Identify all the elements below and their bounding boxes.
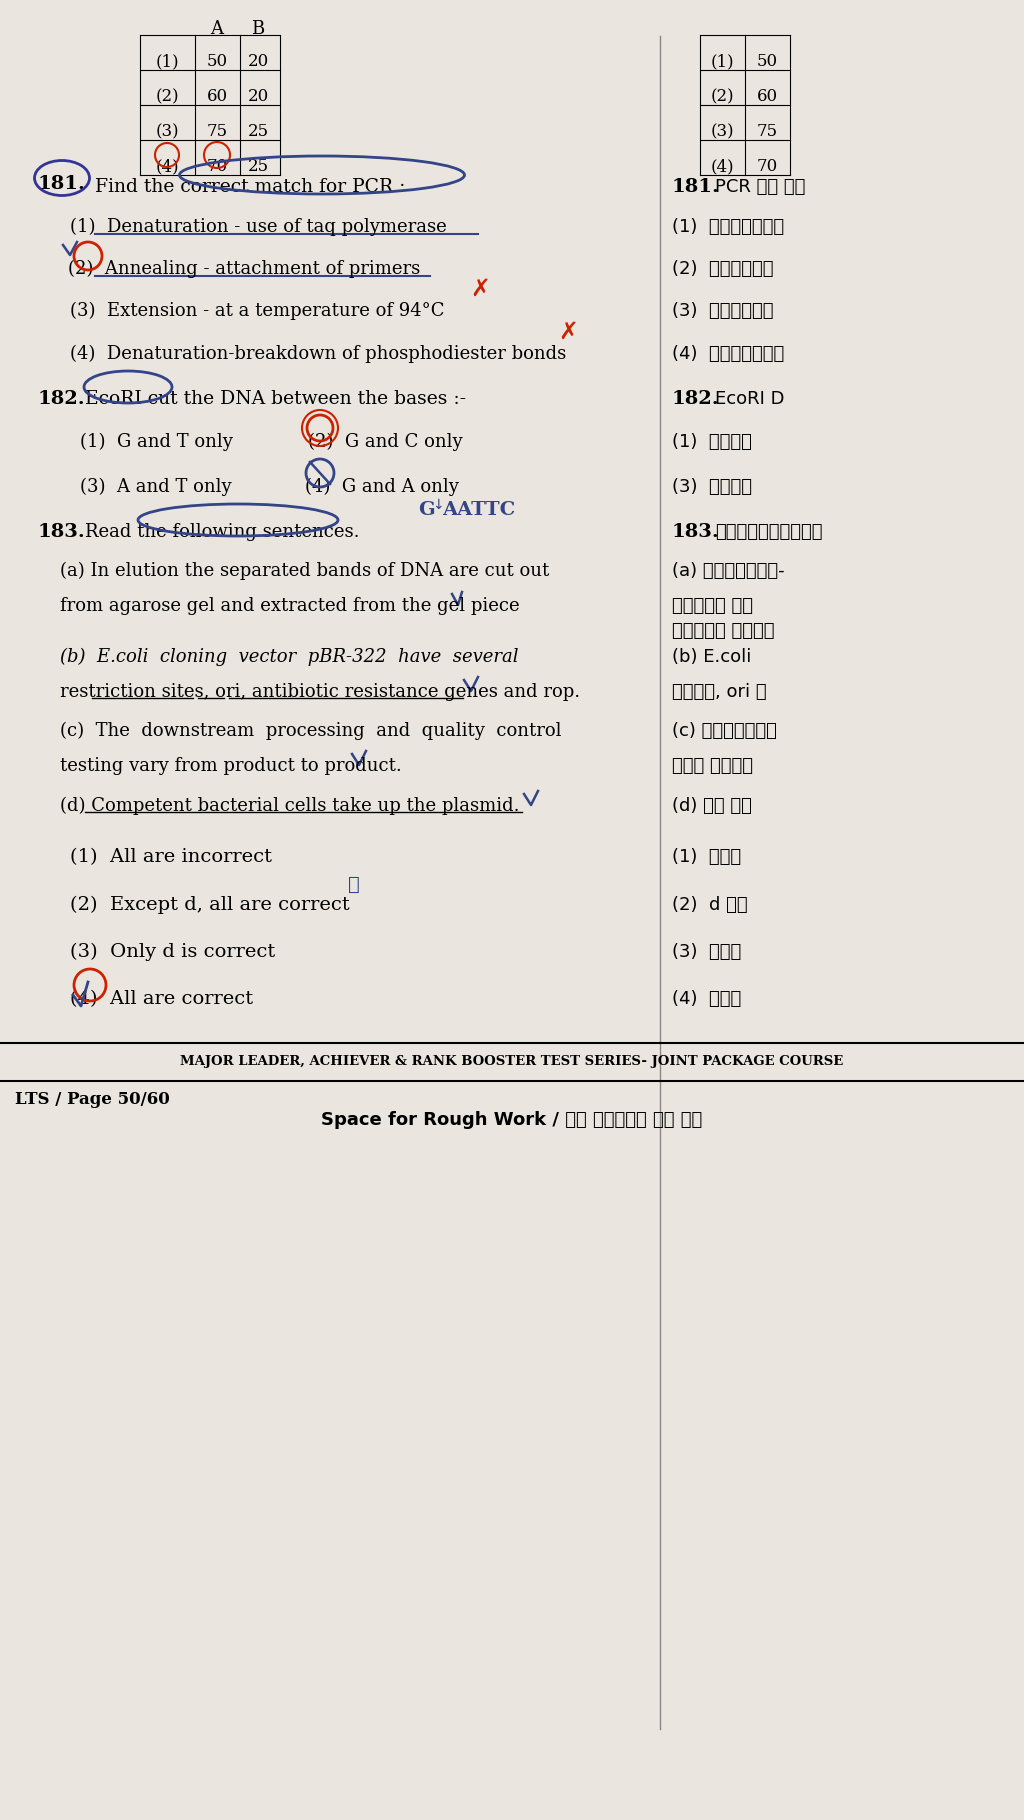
Text: 182.: 182.	[672, 389, 720, 408]
Text: (b)  E.coli  cloning  vector  pBR-322  have  several: (b) E.coli cloning vector pBR-322 have s…	[60, 648, 518, 666]
Text: (4)  Denaturation-breakdown of phosphodiester bonds: (4) Denaturation-breakdown of phosphodie…	[70, 346, 566, 364]
Text: (4)  निष्क्र: (4) निष्क्र	[672, 346, 784, 362]
Text: (1)  सभी: (1) सभी	[672, 848, 741, 866]
Text: (1)  All are incorrect: (1) All are incorrect	[70, 848, 272, 866]
Text: (1)  केवल: (1) केवल	[672, 433, 752, 451]
Text: (3)  प्रसार: (3) प्रसार	[672, 302, 773, 320]
Text: स्थल, ori स: स्थल, ori स	[672, 682, 767, 701]
Text: PCR के सं: PCR के सं	[715, 178, 805, 197]
Text: AATTC: AATTC	[442, 501, 515, 519]
Text: (1)  Denaturation - use of taq polymerase: (1) Denaturation - use of taq polymerase	[70, 218, 446, 237]
Text: (3)  Extension - at a temperature of 94°C: (3) Extension - at a temperature of 94°C	[70, 302, 444, 320]
Text: (3)  केवल: (3) केवल	[672, 479, 752, 497]
Text: 75: 75	[757, 124, 777, 140]
Text: 50: 50	[207, 53, 227, 69]
Text: MAJOR LEADER, ACHIEVER & RANK BOOSTER TEST SERIES- JOINT PACKAGE COURSE: MAJOR LEADER, ACHIEVER & RANK BOOSTER TE…	[180, 1056, 844, 1068]
Text: (1): (1)	[711, 53, 734, 69]
Text: Find the correct match for PCR :: Find the correct match for PCR :	[95, 178, 406, 197]
Text: (2): (2)	[156, 87, 179, 106]
Text: ✗: ✗	[470, 277, 489, 300]
Text: (4)  G and A only: (4) G and A only	[305, 479, 459, 497]
Text: B: B	[251, 20, 264, 38]
Text: ✗: ✗	[558, 320, 578, 344]
Text: 60: 60	[207, 87, 227, 106]
Text: A: A	[211, 20, 223, 38]
Text: LTS / Page 50/60: LTS / Page 50/60	[15, 1090, 170, 1108]
Text: (a) In elution the separated bands of DNA are cut out: (a) In elution the separated bands of DN…	[60, 562, 549, 581]
Text: (4): (4)	[156, 158, 179, 175]
Text: (1)  G and T only: (1) G and T only	[80, 433, 232, 451]
Text: (2): (2)	[711, 87, 734, 106]
Text: (2)  d के: (2) d के	[672, 895, 748, 914]
Text: 183.: 183.	[672, 522, 720, 541]
Text: (2)  Annealing - attachment of primers: (2) Annealing - attachment of primers	[68, 260, 420, 278]
Text: काटकर अत: काटकर अत	[672, 597, 753, 615]
Text: (3)  केव: (3) केव	[672, 943, 741, 961]
Text: 20: 20	[248, 53, 268, 69]
Text: 50: 50	[757, 53, 777, 69]
Text: (4)  सभी: (4) सभी	[672, 990, 741, 1008]
Text: (3)  Only d is correct: (3) Only d is correct	[70, 943, 275, 961]
Text: EcoRI cut the DNA between the bases :-: EcoRI cut the DNA between the bases :-	[85, 389, 466, 408]
Text: ↓: ↓	[432, 499, 443, 511]
Text: G: G	[418, 501, 434, 519]
Text: (d) Competent bacterial cells take up the plasmid.: (d) Competent bacterial cells take up th…	[60, 797, 519, 815]
Text: 70: 70	[207, 158, 227, 175]
Text: निम्नलिखित: निम्नलिखित	[715, 522, 822, 541]
Text: (d) एक सक: (d) एक सक	[672, 797, 752, 815]
Text: restriction sites, ori, antibiotic resistance genes and rop.: restriction sites, ori, antibiotic resis…	[60, 682, 581, 701]
Text: from agarose gel and extracted from the gel piece: from agarose gel and extracted from the …	[60, 597, 519, 615]
Text: 75: 75	[207, 124, 227, 140]
Text: 181.: 181.	[38, 175, 86, 193]
Text: 25: 25	[248, 124, 268, 140]
Text: Space for Rough Work / रफ कार्य के लि: Space for Rough Work / रफ कार्य के लि	[322, 1110, 702, 1128]
Text: 60: 60	[757, 87, 777, 106]
Text: 25: 25	[248, 158, 268, 175]
Text: अलग उत्प: अलग उत्प	[672, 757, 753, 775]
Text: 181.: 181.	[672, 178, 720, 197]
Text: EcoRI D: EcoRI D	[715, 389, 784, 408]
Text: (4)  All are correct: (4) All are correct	[70, 990, 253, 1008]
Text: 70: 70	[757, 158, 777, 175]
Text: testing vary from product to product.: testing vary from product to product.	[60, 757, 401, 775]
Text: (2)  G and C only: (2) G and C only	[308, 433, 463, 451]
Text: Read the following sentences.: Read the following sentences.	[85, 522, 359, 541]
Text: (3): (3)	[156, 124, 179, 140]
Text: (a) इल्यूशन-: (a) इल्यूशन-	[672, 562, 784, 581]
Text: (c)  The  downstream  processing  and  quality  control: (c) The downstream processing and qualit…	[60, 723, 561, 741]
Text: 182.: 182.	[38, 389, 86, 408]
Text: (2)  Except d, all are correct: (2) Except d, all are correct	[70, 895, 350, 914]
Text: (1)  निष्क्र: (1) निष्क्र	[672, 218, 784, 237]
Text: 183.: 183.	[38, 522, 86, 541]
Text: (1): (1)	[156, 53, 179, 69]
Text: निकाल लेते: निकाल लेते	[672, 622, 774, 641]
Text: (2)  तापानु: (2) तापानु	[672, 260, 773, 278]
Text: (3)  A and T only: (3) A and T only	[80, 479, 231, 497]
Text: (c) अनुप्रव: (c) अनुप्रव	[672, 723, 777, 741]
Text: (b) E.coli: (b) E.coli	[672, 648, 752, 666]
Text: (3): (3)	[711, 124, 734, 140]
Text: (4): (4)	[711, 158, 734, 175]
Text: 20: 20	[248, 87, 268, 106]
Text: ⛨: ⛨	[348, 875, 359, 894]
